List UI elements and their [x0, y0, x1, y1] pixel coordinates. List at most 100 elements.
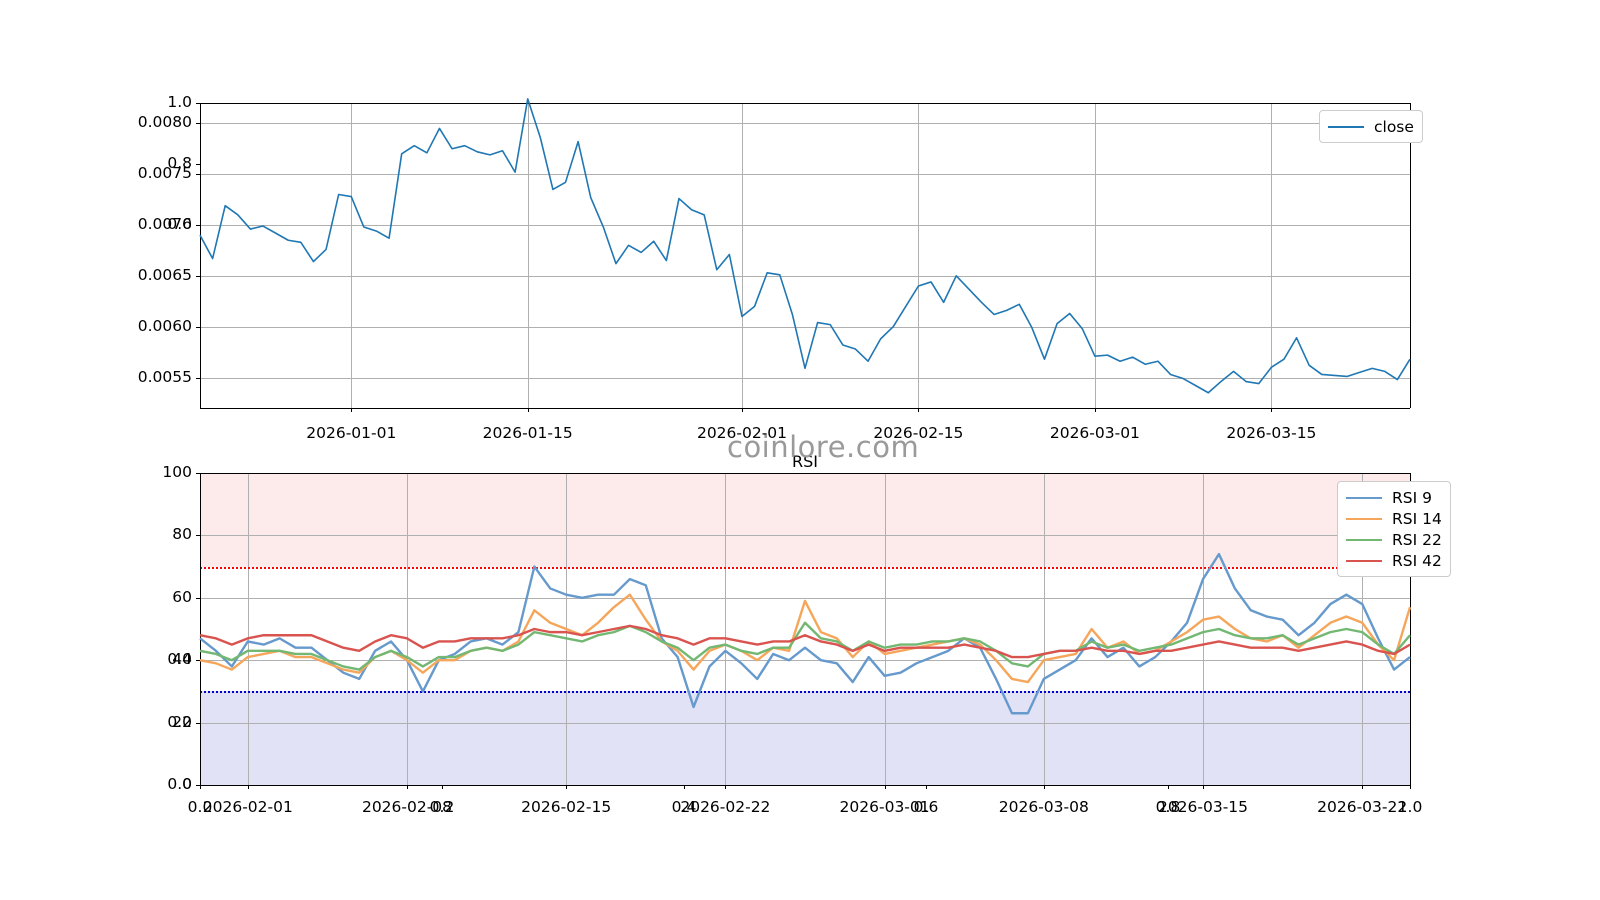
price-gridline-v [351, 103, 353, 408]
rsi-overlay-xtick [200, 785, 201, 789]
rsi-overlay-xtick [1168, 785, 1169, 789]
rsi-legend-label: RSI 9 [1392, 488, 1432, 507]
rsi-axis-bottom-spine [200, 785, 1410, 786]
rsi-gridline-v [884, 473, 886, 785]
rsi-overlay-ytick [196, 722, 200, 724]
rsi-ytick-label: 40 [172, 650, 192, 669]
rsi-overlay-ytick-label: 0.2 [167, 712, 192, 731]
rsi-legend[interactable]: RSI 9 RSI 14 RSI 22 RSI 42 [1337, 481, 1451, 577]
rsi-overlay-ytick-label: 0.4 [167, 650, 192, 669]
rsi-overlay-ytick [196, 785, 200, 786]
rsi-legend-swatch [1346, 559, 1382, 562]
price-gridline-v [742, 103, 743, 408]
rsi-xtick [1362, 785, 1364, 789]
rsi-line-rsi-22 [199, 621, 1411, 671]
rsi-gridline-v [1043, 473, 1045, 785]
rsi-line-rsi-14 [199, 593, 1412, 684]
rsi-xtick-label: 2026-03-08 [998, 798, 1089, 816]
price-xtick [918, 408, 920, 412]
rsi-xtick [407, 785, 408, 789]
rsi-chart-axes: 0 20 40 60 80 100 2026-02-01 2026-02-08 2026-02-… [162, 464, 1422, 814]
rsi-xtick-label: 2026-03-15 [1157, 798, 1249, 816]
price-overlay-ytick [196, 103, 200, 104]
rsi-legend-item[interactable]: RSI 22 [1346, 529, 1442, 550]
rsi-xtick-label: 2026-03-22 [1317, 798, 1408, 816]
price-gridline-v [1094, 103, 1096, 408]
rsi-ytick [196, 597, 200, 599]
price-gridline-h [200, 275, 1410, 277]
price-gridline-h [200, 377, 1410, 379]
price-gridline-h [200, 326, 1410, 328]
price-overlay-ytick [196, 225, 200, 226]
rsi-gridline-h [200, 722, 1410, 724]
rsi-ytick-label: 20 [172, 712, 192, 731]
rsi-gridline-v [1203, 473, 1204, 785]
price-ytick [196, 326, 200, 328]
rsi-overlay-ytick-label: 0.0 [167, 775, 192, 793]
rsi-axis-left-spine [200, 473, 201, 785]
rsi-panel-title: RSI [792, 452, 818, 471]
rsi-overlay-xtick-label: 0.4 [671, 798, 697, 816]
rsi-ytick-label: 100 [162, 463, 192, 481]
price-xtick [527, 408, 529, 412]
rsi-ytick [196, 473, 200, 474]
price-xtick-label: 2026-03-01 [1049, 424, 1140, 442]
price-ytick-label: 0.0055 [137, 367, 192, 386]
rsi-legend-item[interactable]: RSI 9 [1346, 487, 1442, 508]
rsi-legend-swatch [1346, 517, 1382, 520]
rsi-gridline-h [200, 535, 1410, 537]
rsi-overlay-ytick [196, 660, 200, 662]
watermark-coinlore: coinlore.com [727, 430, 920, 464]
rsi-xtick [1203, 785, 1204, 789]
rsi-threshold-line [200, 566, 1410, 569]
price-ytick [196, 123, 200, 125]
price-gridline-h [200, 174, 1410, 176]
price-ytick-label: 0.0060 [137, 316, 192, 335]
price-overlay-ytick-label: 1.0 [167, 93, 192, 111]
price-ytick [196, 275, 200, 277]
rsi-gridline-v [407, 473, 408, 785]
rsi-ytick [196, 535, 200, 537]
rsi-axis-right-spine [1410, 473, 1411, 785]
price-xtick-label: 2026-02-15 [873, 424, 964, 442]
price-overlay-ytick-label: 0.8 [167, 154, 192, 172]
rsi-gridline-v [247, 473, 249, 785]
rsi-threshold-line [200, 691, 1410, 694]
price-ytick-label: 0.0080 [137, 113, 192, 132]
price-gridline-h [200, 225, 1410, 226]
rsi-line-rsi-42 [199, 624, 1411, 659]
rsi-xtick [566, 785, 568, 789]
price-xtick-label: 2026-02-01 [696, 424, 788, 442]
rsi-xtick-label: 2026-02-22 [680, 798, 771, 816]
rsi-legend-swatch [1346, 538, 1382, 541]
price-ytick [196, 377, 200, 379]
rsi-overlay-xtick-label: 0.0 [187, 798, 213, 816]
rsi-line-series-group [199, 552, 1412, 715]
rsi-overlay-xtick [442, 785, 443, 789]
rsi-xtick-label: 2026-03-01 [839, 798, 930, 816]
price-legend[interactable]: close [1319, 110, 1423, 143]
price-legend-item[interactable]: close [1328, 116, 1414, 137]
rsi-legend-item[interactable]: RSI 14 [1346, 508, 1442, 529]
rsi-gridline-h [200, 597, 1410, 599]
price-axis-right-spine [1410, 103, 1411, 408]
rsi-xtick-label: 2026-02-08 [361, 798, 453, 816]
price-xtick [1271, 408, 1273, 412]
rsi-legend-item[interactable]: RSI 42 [1346, 550, 1442, 571]
price-gridline-v [1271, 103, 1273, 408]
rsi-legend-label: RSI 22 [1392, 530, 1442, 549]
price-gridline-v [527, 103, 529, 408]
rsi-gridline-v [1362, 473, 1364, 785]
rsi-ytick-label: 80 [172, 525, 192, 544]
price-axis-bottom-spine [200, 408, 1410, 409]
price-xtick [742, 408, 743, 412]
rsi-xtick [884, 785, 886, 789]
rsi-xtick-label: 2026-02-01 [202, 798, 293, 816]
price-ytick-label: 0.0070 [137, 215, 192, 233]
price-xtick-label: 2026-01-15 [482, 424, 573, 442]
rsi-overlay-xtick [926, 785, 927, 789]
rsi-ytick-label: 0 [182, 775, 192, 793]
rsi-legend-label: RSI 14 [1392, 509, 1442, 528]
price-overlay-ytick-label: 0.6 [167, 215, 192, 233]
rsi-overlay-xtick-label: 1.0 [1397, 798, 1423, 816]
